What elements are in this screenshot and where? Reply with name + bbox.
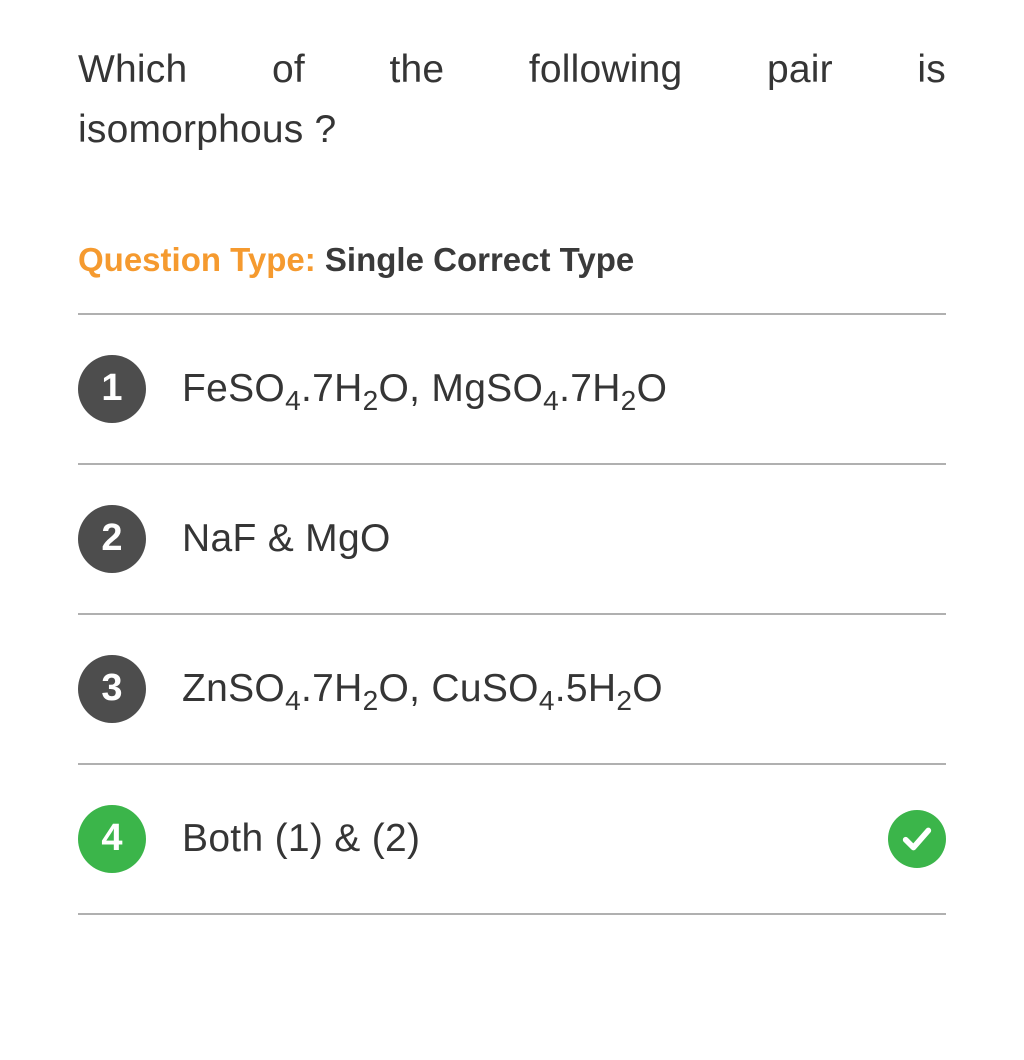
- quiz-card: Which of the following pair is isomorpho…: [0, 0, 1024, 915]
- q-word: pair: [767, 40, 833, 100]
- option-row-4[interactable]: 4 Both (1) & (2): [78, 763, 946, 915]
- option-badge-2: 2: [78, 505, 146, 573]
- options-list: 1 FeSO4.7H2O, MgSO4.7H2O 2 NaF & MgO 3 Z…: [78, 313, 946, 915]
- option-badge-3: 3: [78, 655, 146, 723]
- option-row-2[interactable]: 2 NaF & MgO: [78, 463, 946, 613]
- option-text-2: NaF & MgO: [182, 517, 946, 561]
- question-text: Which of the following pair is isomorpho…: [78, 40, 946, 161]
- question-type-row: Question Type: Single Correct Type: [78, 241, 946, 279]
- q-word: is: [917, 40, 946, 100]
- option-row-1[interactable]: 1 FeSO4.7H2O, MgSO4.7H2O: [78, 313, 946, 463]
- question-line2: isomorphous ?: [78, 108, 336, 151]
- question-type-value: Single Correct Type: [325, 241, 634, 278]
- option-text-1: FeSO4.7H2O, MgSO4.7H2O: [182, 367, 946, 411]
- option-row-3[interactable]: 3 ZnSO4.7H2O, CuSO4.5H2O: [78, 613, 946, 763]
- check-icon: [888, 810, 946, 868]
- q-word: Which: [78, 40, 187, 100]
- option-badge-1: 1: [78, 355, 146, 423]
- option-badge-4: 4: [78, 805, 146, 873]
- q-word: of: [272, 40, 305, 100]
- q-word: the: [389, 40, 444, 100]
- option-text-3: ZnSO4.7H2O, CuSO4.5H2O: [182, 667, 946, 711]
- q-word: following: [529, 40, 683, 100]
- option-text-4: Both (1) & (2): [182, 817, 876, 861]
- question-type-label: Question Type:: [78, 241, 316, 278]
